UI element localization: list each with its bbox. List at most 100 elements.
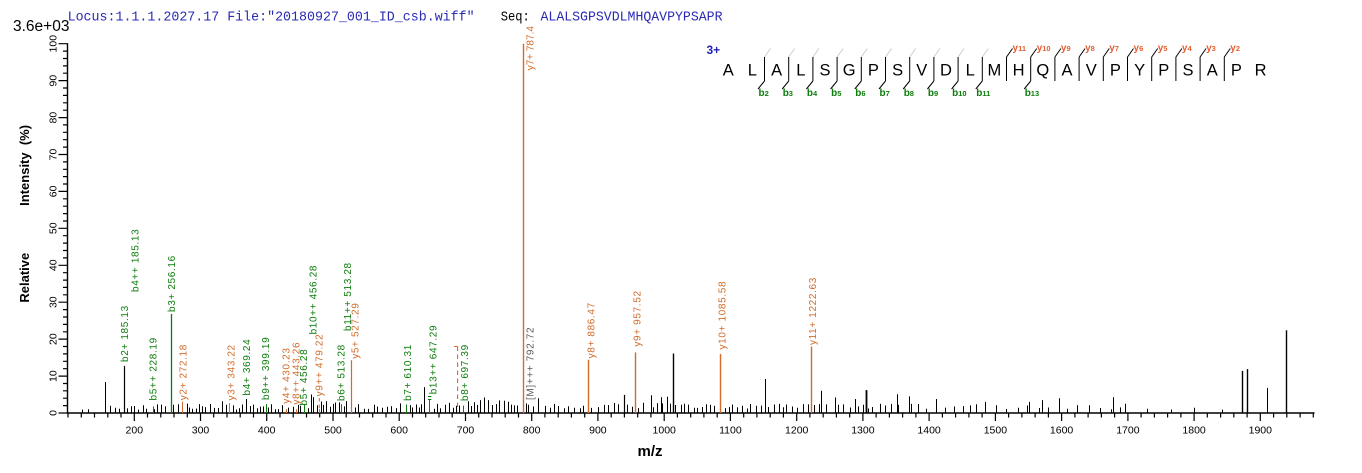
svg-text:700: 700 <box>457 425 475 437</box>
svg-text:y7: y7 <box>1109 43 1119 54</box>
svg-text:y11+ 1222.63: y11+ 1222.63 <box>808 277 819 345</box>
svg-text:20: 20 <box>48 333 60 345</box>
svg-text:y9: y9 <box>1061 43 1071 54</box>
svg-text:A: A <box>723 62 734 80</box>
svg-text:P: P <box>1110 62 1121 80</box>
svg-text:L: L <box>748 62 757 80</box>
svg-text:b6: b6 <box>855 88 865 99</box>
svg-text:10: 10 <box>48 370 60 382</box>
svg-text:b5++ 228.19: b5++ 228.19 <box>148 337 159 400</box>
svg-text:y10+ 1085.58: y10+ 1085.58 <box>718 281 729 350</box>
svg-text:y7+ 787.4: y7+ 787.4 <box>526 26 537 71</box>
svg-text:b11: b11 <box>976 88 990 99</box>
svg-text:b8+ 697.39: b8+ 697.39 <box>460 344 471 401</box>
svg-text:1500: 1500 <box>984 425 1008 437</box>
svg-text:b6+ 513.28: b6+ 513.28 <box>337 344 348 401</box>
svg-text:1700: 1700 <box>1116 425 1140 437</box>
svg-text:A: A <box>771 62 782 80</box>
svg-text:y4: y4 <box>1182 43 1193 54</box>
svg-text:S: S <box>1182 62 1193 80</box>
svg-text:y4+ 430.23: y4+ 430.23 <box>282 347 293 403</box>
svg-text:b10: b10 <box>952 88 966 99</box>
svg-text:b5: b5 <box>831 88 841 99</box>
svg-text:Y: Y <box>1134 62 1145 80</box>
svg-text:y2+ 272.18: y2+ 272.18 <box>178 344 189 400</box>
svg-text:800: 800 <box>523 425 541 437</box>
svg-text:L: L <box>796 62 805 80</box>
svg-text:m/z: m/z <box>637 443 662 460</box>
svg-text:1900: 1900 <box>1249 425 1273 437</box>
svg-text:b13: b13 <box>1025 88 1039 99</box>
svg-text:V: V <box>1086 62 1097 80</box>
svg-text:b3+ 256.16: b3+ 256.16 <box>167 255 178 312</box>
svg-text:600: 600 <box>390 425 408 437</box>
svg-text:P: P <box>1158 62 1169 80</box>
svg-text:y5: y5 <box>1158 43 1168 54</box>
svg-text:b10++ 456.28: b10++ 456.28 <box>309 265 320 335</box>
svg-text:b2+ 185.13: b2+ 185.13 <box>120 305 131 362</box>
svg-text:y9+ 957.52: y9+ 957.52 <box>633 290 644 346</box>
svg-text:ALALSGPSVDLMHQAVPYPSAPR: ALALSGPSVDLMHQAVPYPSAPR <box>541 10 723 25</box>
svg-text:1300: 1300 <box>851 425 875 437</box>
svg-text:V: V <box>916 62 927 80</box>
svg-text:Relative Intensity: Relative Intensity (%) <box>17 125 32 303</box>
svg-text:1200: 1200 <box>785 425 809 437</box>
svg-text:b8: b8 <box>904 88 914 99</box>
svg-text:y5+ 527.29: y5+ 527.29 <box>350 303 361 359</box>
svg-text:300: 300 <box>192 425 210 437</box>
svg-text:60: 60 <box>48 185 60 197</box>
svg-text:M: M <box>988 62 1002 80</box>
svg-text:30: 30 <box>48 296 60 308</box>
svg-text:S: S <box>819 62 830 80</box>
svg-text:R: R <box>1255 62 1267 80</box>
svg-text:y6: y6 <box>1134 43 1144 54</box>
svg-text:Locus:1.1.1.2027.17 File:"2018: Locus:1.1.1.2027.17 File:"20180927_001_I… <box>68 10 475 25</box>
svg-text:b3: b3 <box>783 88 793 99</box>
svg-text:b7: b7 <box>880 88 890 99</box>
svg-text:1100: 1100 <box>719 425 742 437</box>
svg-text:500: 500 <box>324 425 342 437</box>
svg-text:G: G <box>843 62 856 80</box>
svg-text:50: 50 <box>48 222 60 234</box>
svg-text:90: 90 <box>48 75 60 87</box>
svg-text:S: S <box>892 62 903 80</box>
svg-text:70: 70 <box>48 149 60 161</box>
svg-text:40: 40 <box>48 259 60 271</box>
svg-text:b4+ 369.24: b4+ 369.24 <box>242 339 253 396</box>
svg-text:0: 0 <box>48 410 60 416</box>
svg-text:y10: y10 <box>1037 43 1051 54</box>
svg-text:y8++ 443.26: y8++ 443.26 <box>292 342 303 405</box>
svg-text:b11++ 513.28: b11++ 513.28 <box>343 262 354 331</box>
svg-text:1400: 1400 <box>917 425 941 437</box>
svg-text:y2: y2 <box>1230 43 1240 54</box>
svg-text:1800: 1800 <box>1182 425 1206 437</box>
svg-text:b4: b4 <box>807 88 818 99</box>
svg-text:Seq:: Seq: <box>501 10 530 25</box>
svg-text:400: 400 <box>258 425 276 437</box>
svg-text:Q: Q <box>1036 62 1049 80</box>
svg-text:y9++ 479.22: y9++ 479.22 <box>314 334 325 397</box>
svg-text:b9++ 399.19: b9++ 399.19 <box>261 337 272 400</box>
svg-text:y8: y8 <box>1085 43 1095 54</box>
svg-text:y3: y3 <box>1206 43 1216 54</box>
svg-text:200: 200 <box>126 425 144 437</box>
svg-text:P: P <box>1231 62 1242 80</box>
svg-text:y8+ 886.47: y8+ 886.47 <box>586 302 597 358</box>
svg-text:y3+ 343.22: y3+ 343.22 <box>226 344 237 400</box>
svg-text:y11: y11 <box>1013 43 1027 54</box>
svg-text:100: 100 <box>48 35 60 53</box>
svg-text:900: 900 <box>589 425 607 437</box>
svg-text:b9: b9 <box>928 88 938 99</box>
svg-text:b13++ 647.29: b13++ 647.29 <box>429 325 440 395</box>
svg-text:A: A <box>1207 62 1218 80</box>
svg-text:b2: b2 <box>759 88 769 99</box>
svg-text:D: D <box>940 62 952 80</box>
svg-text:80: 80 <box>48 112 60 124</box>
svg-text:b7+ 610.31: b7+ 610.31 <box>403 344 414 401</box>
svg-text:b5+ 456.28: b5+ 456.28 <box>299 349 310 406</box>
svg-text:1600: 1600 <box>1050 425 1074 437</box>
svg-text:L: L <box>966 62 975 80</box>
svg-text:3+: 3+ <box>707 43 721 57</box>
svg-text:A: A <box>1061 62 1072 80</box>
svg-text:H: H <box>1013 62 1025 80</box>
